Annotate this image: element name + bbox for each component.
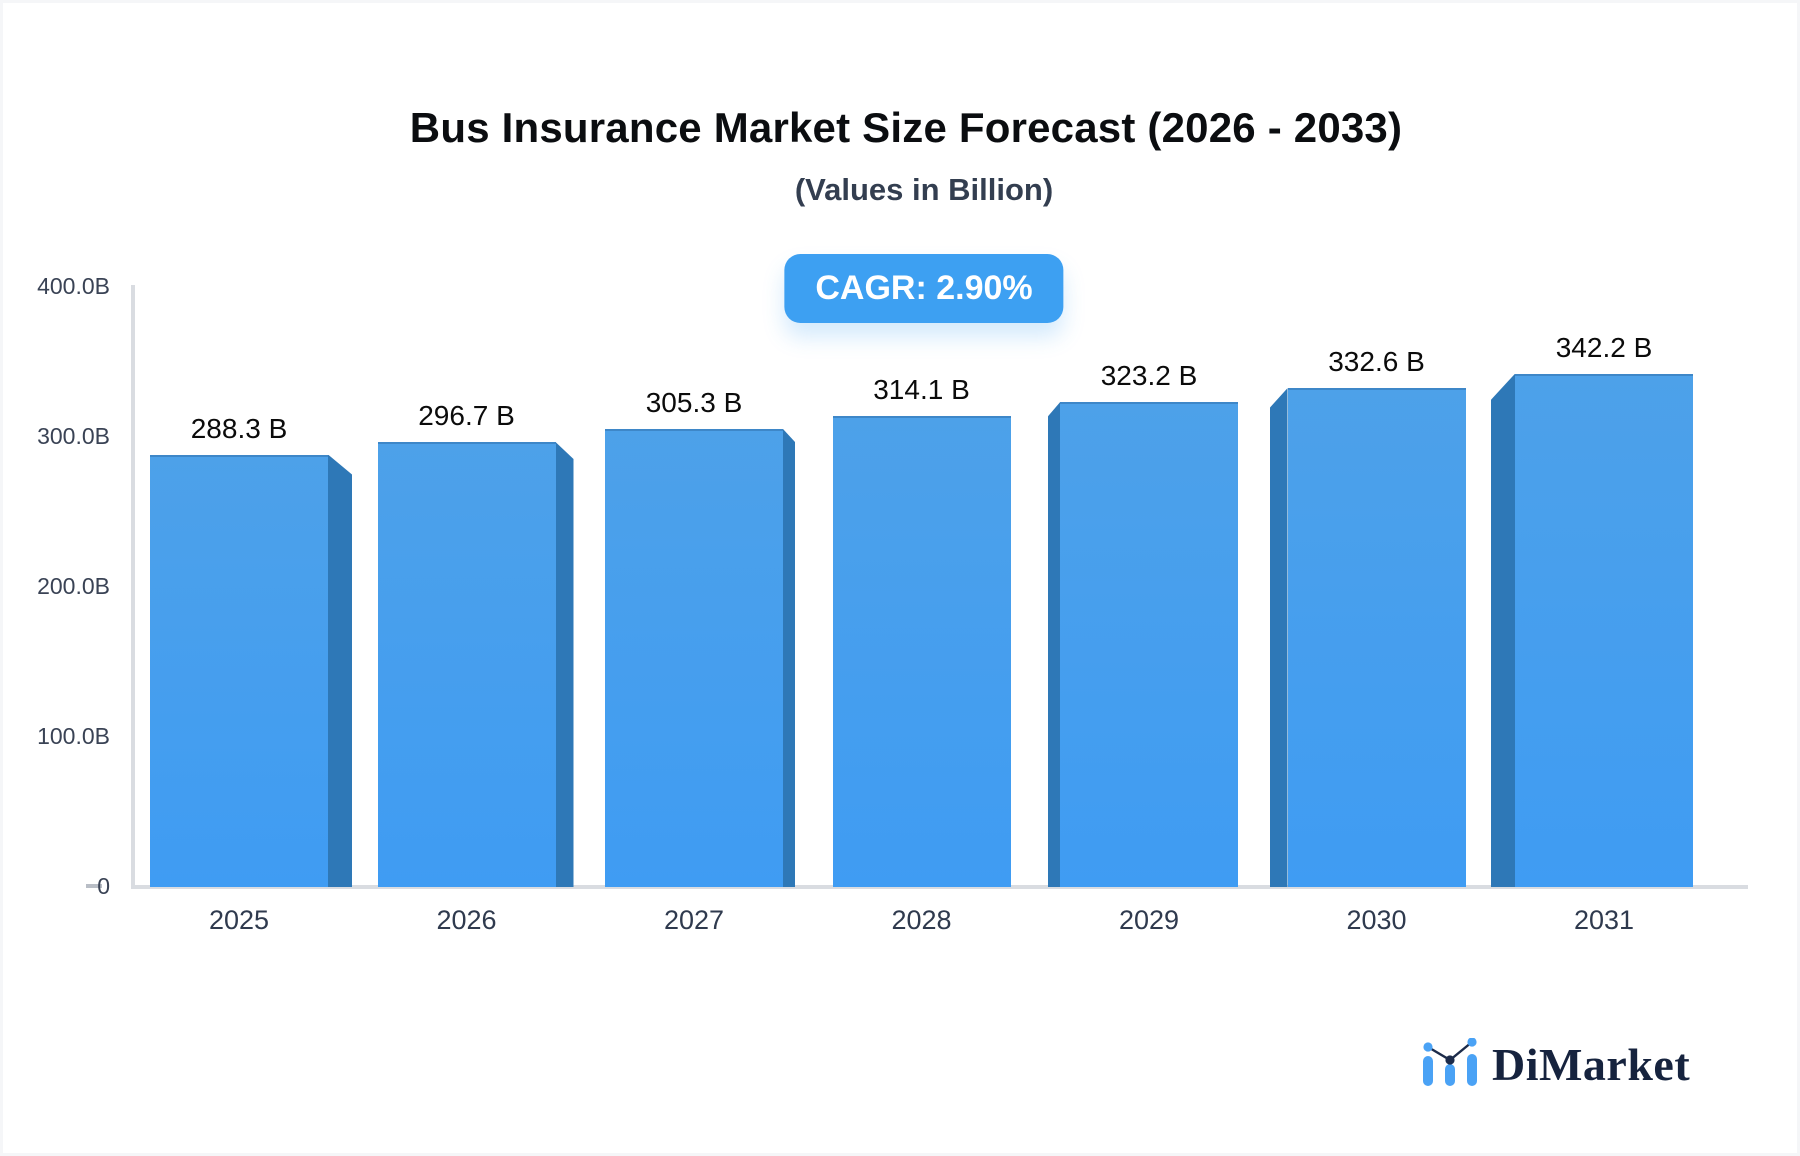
bar-side-face-2025 <box>328 454 352 887</box>
bar-side-face-2026 <box>555 441 574 887</box>
x-axis-label: 2030 <box>1346 905 1407 935</box>
bar-value-label: 314.1 B <box>873 373 970 405</box>
dimarket-logo: DiMarket <box>1416 1038 1690 1088</box>
x-axis-label: 2026 <box>436 905 497 935</box>
bar-2026 <box>377 441 556 887</box>
x-axis-label: 2031 <box>1573 905 1635 935</box>
bar-value-label: 288.3 B <box>190 412 288 444</box>
bar-side-face-2027 <box>783 429 795 887</box>
y-axis-label: 200.0B <box>37 573 110 599</box>
bar-2027 <box>605 429 783 887</box>
y-axis-line <box>131 285 135 889</box>
x-axis-label: 2027 <box>663 905 725 935</box>
bar-value-label: 296.7 B <box>418 399 515 431</box>
zero-tick-mark <box>86 884 102 888</box>
bar-side-face-2030 <box>1269 388 1288 887</box>
y-axis-label: 100.0B <box>37 723 110 749</box>
x-axis-line <box>131 885 1748 889</box>
x-axis-label: 2028 <box>891 905 952 935</box>
chart-title: Bus Insurance Market Size Forecast (2026… <box>409 104 1403 151</box>
bar-2028 <box>832 415 1011 887</box>
bar-value-label: 332.6 B <box>1328 346 1425 378</box>
cagr-badge: CAGR: 2.90% <box>784 254 1064 323</box>
bar-2031 <box>1515 373 1693 887</box>
dimarket-logo-text: DiMarket <box>1492 1039 1691 1090</box>
bar-value-label: 305.3 B <box>645 387 743 419</box>
bar-value-label: 323.2 B <box>1100 360 1198 392</box>
bar-2025 <box>150 454 328 887</box>
x-axis-label: 2025 <box>208 905 270 935</box>
y-axis-label: 400.0B <box>37 273 110 299</box>
bar-2029 <box>1060 402 1238 887</box>
chart-subtitle: (Values in Billion) <box>794 172 1054 207</box>
bar-side-face-2031 <box>1491 373 1515 887</box>
y-axis-label: 300.0B <box>37 423 110 449</box>
mini-bar-line-chart-icon <box>1423 1038 1477 1086</box>
bar-side-face-2029 <box>1048 402 1060 887</box>
y-axis-label: 0 <box>97 873 110 899</box>
bar-2030 <box>1287 388 1466 887</box>
x-axis-label: 2029 <box>1118 905 1180 935</box>
bar-value-label: 342.2 B <box>1555 331 1653 363</box>
